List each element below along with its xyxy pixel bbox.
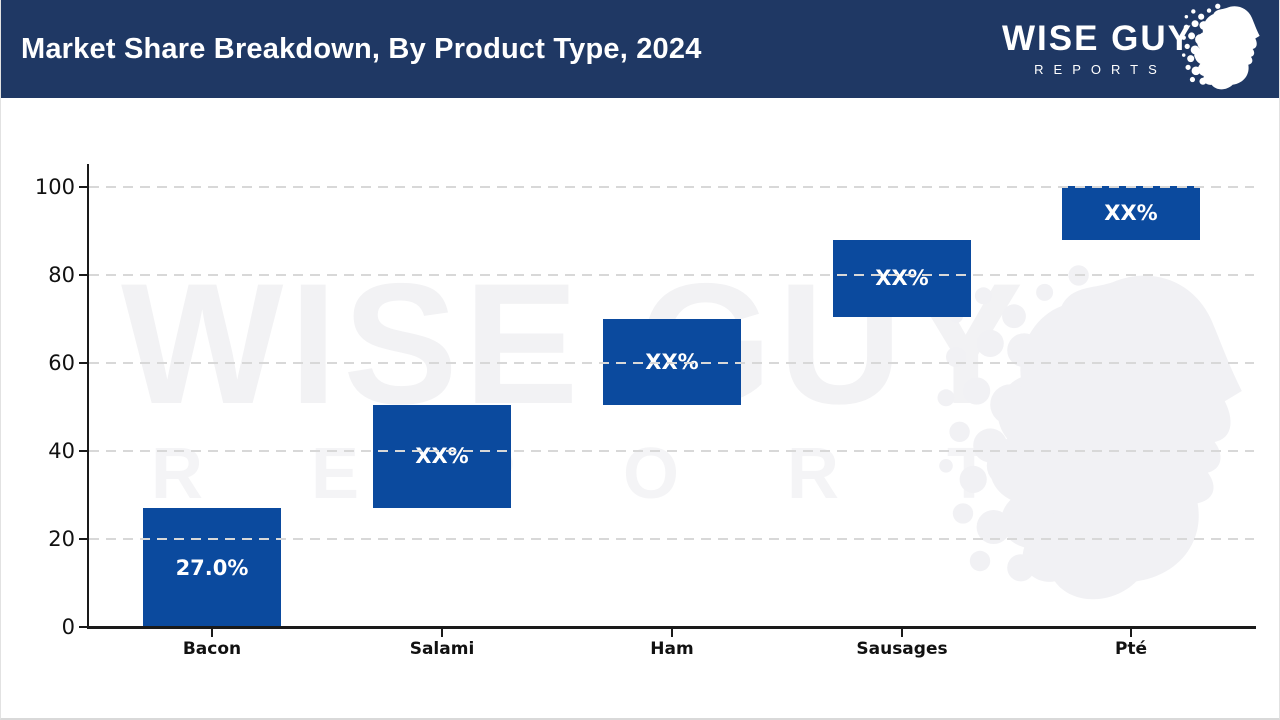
x-tick-mark [1130,629,1132,637]
bar-value-label: XX% [415,444,469,469]
gridline-y-40 [89,450,1254,452]
y-tick-mark [79,186,88,188]
bar-pté: XX% [1062,186,1200,240]
y-tick-label: 100 [34,175,75,199]
y-tick-label: 20 [48,527,75,551]
x-tick-label-pté: Pté [1114,639,1148,659]
y-tick-mark [79,362,88,364]
x-axis-line [87,626,1256,629]
gridline-y-20 [89,538,1254,540]
y-tick-label: 80 [48,263,75,287]
x-tick-mark [211,629,213,637]
bar-bacon: 27.0% [143,508,281,627]
logo-text: WISE GUY REPORTS [1002,21,1193,77]
gridline-y-60 [89,362,1254,364]
x-tick-mark [671,629,673,637]
bar-sausages: XX% [833,239,971,317]
bar-value-label: 27.0% [175,555,249,580]
bar-value-label: XX% [645,349,699,374]
y-tick-mark [79,450,88,452]
y-tick-label: 0 [61,615,75,639]
x-tick-label-ham: Ham [650,639,694,659]
bar-value-label: XX% [875,266,929,291]
logo-face-icon [1181,3,1260,90]
y-tick-label: 40 [48,439,75,463]
brand-logo: WISE GUY REPORTS [1002,1,1269,97]
logo-wordmark: WISE GUY [1001,19,1193,58]
y-tick-mark [79,274,88,276]
x-tick-label-bacon: Bacon [182,639,242,659]
logo-subtitle: REPORTS [1034,62,1167,77]
y-tick-label: 60 [48,351,75,375]
gridline-y-80 [89,274,1254,276]
bar-salami: XX% [373,404,511,509]
x-tick-label-salami: Salami [409,639,475,659]
x-tick-label-sausages: Sausages [856,639,948,659]
y-tick-mark [79,626,88,628]
bar-ham: XX% [603,319,741,405]
x-tick-mark [901,629,903,637]
page-title: Market Share Breakdown, By Product Type,… [21,32,702,65]
y-tick-mark [79,538,88,540]
x-tick-mark [441,629,443,637]
watermark-face-icon [937,265,1242,600]
y-axis-line [87,164,89,629]
header: Market Share Breakdown, By Product Type,… [1,0,1279,98]
gridline-y-100 [89,186,1254,188]
bar-value-label: XX% [1104,200,1158,225]
